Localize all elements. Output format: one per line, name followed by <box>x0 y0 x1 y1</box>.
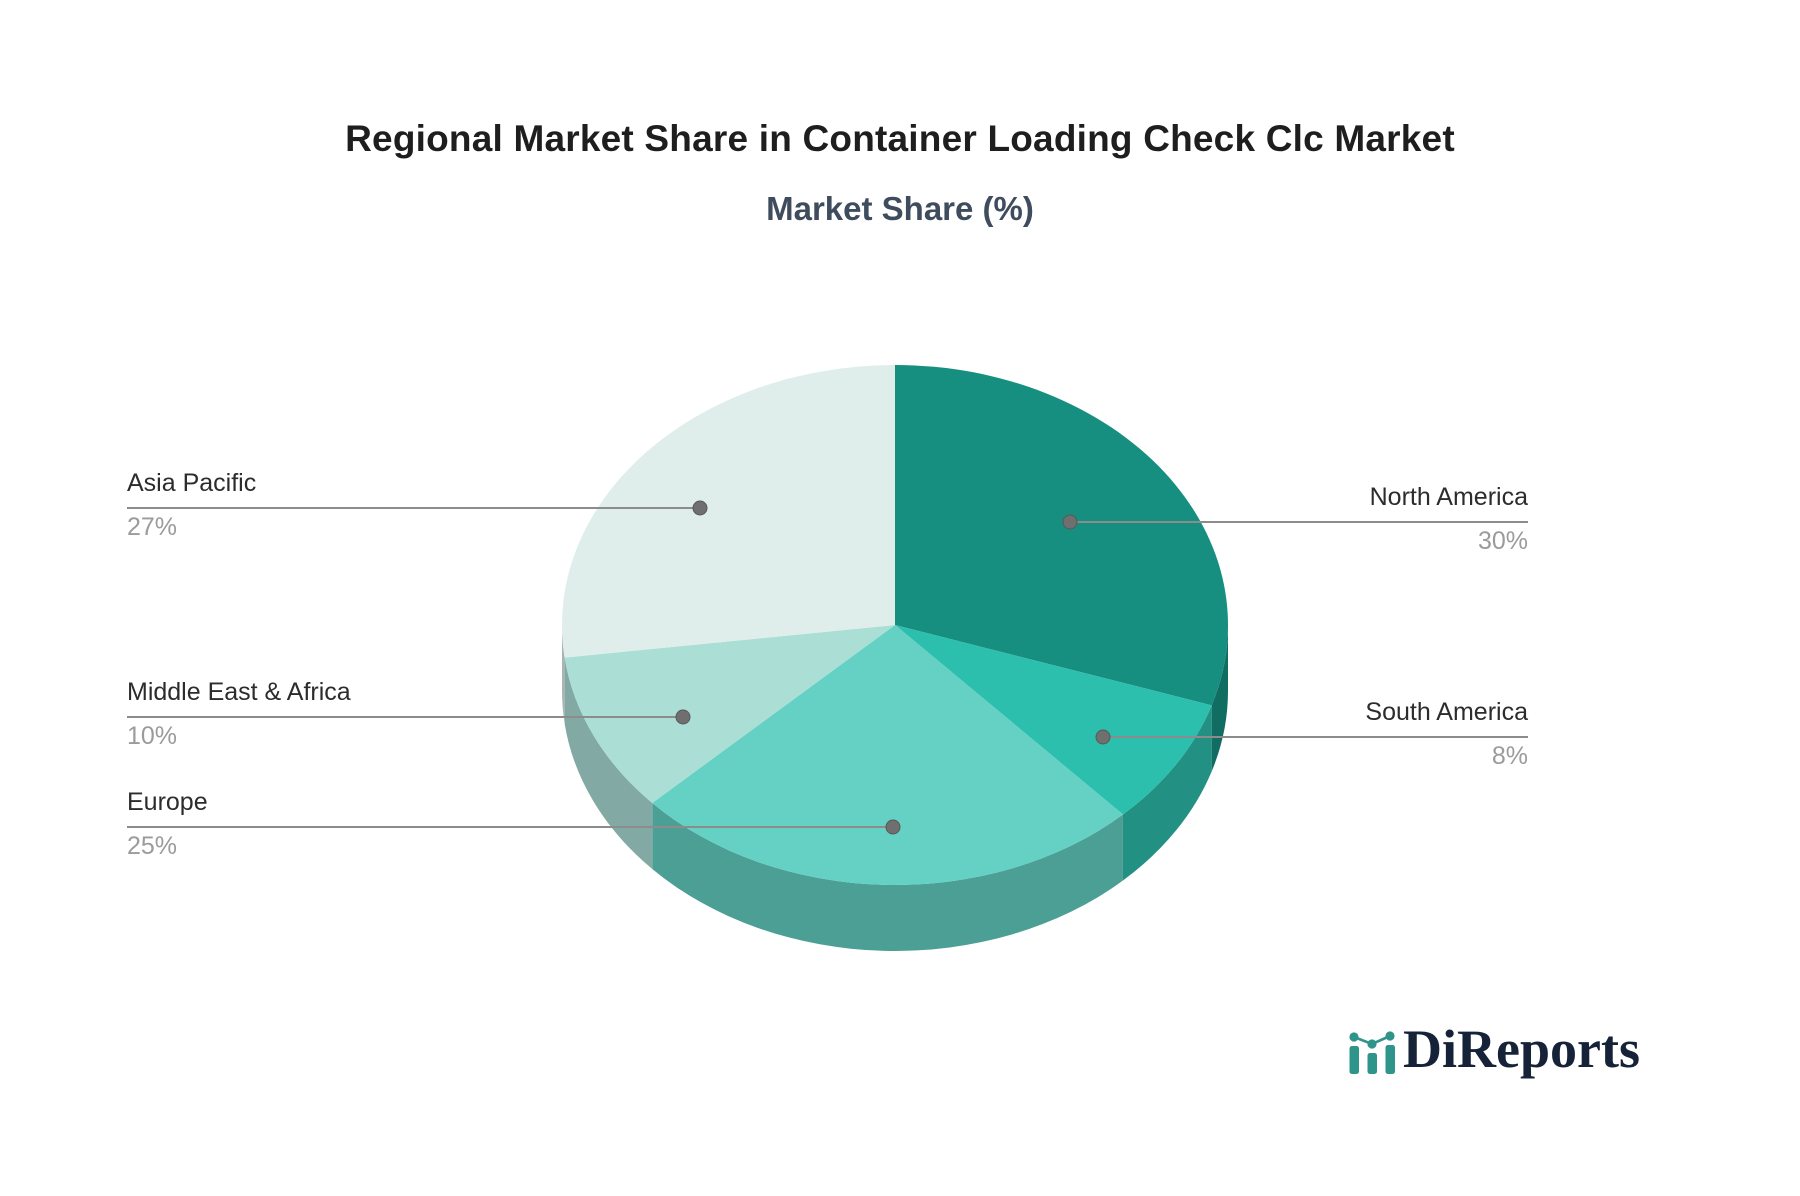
region-label: South America <box>1365 698 1528 726</box>
region-label: Europe <box>127 788 208 816</box>
leader-dot-middle-east-africa <box>675 709 691 725</box>
pie-slice-asia-pacific <box>562 365 895 658</box>
leader-dot-north-america <box>1062 514 1078 530</box>
pie-rim-asia-pacific <box>562 625 565 724</box>
pie-slice-middle-east-africa <box>564 625 895 803</box>
callout-middle-east-africa: Middle East & Africa 10% <box>127 680 351 749</box>
region-value: 30% <box>1477 527 1528 555</box>
pie-rim-north-america <box>1211 625 1228 772</box>
brand-logo: DiReports <box>1348 1019 1640 1079</box>
pie-rim-europe <box>652 802 1123 951</box>
pie-slice-south-america <box>895 625 1212 815</box>
chart-subtitle: Market Share (%) <box>766 190 1034 227</box>
callout-europe: Europe 25% <box>127 790 208 859</box>
leader-dot-europe <box>885 819 901 835</box>
region-value: 8% <box>1491 742 1528 770</box>
pie-rim-south-america <box>1122 705 1212 881</box>
callout-asia-pacific: Asia Pacific 27% <box>127 471 256 540</box>
bar-chart-logo-icon <box>1349 1030 1396 1074</box>
region-value: 25% <box>127 832 178 860</box>
callout-south-america: South America 8% <box>1365 700 1528 769</box>
pie-rim-middle-east-africa <box>564 657 653 869</box>
pie-slice-north-america <box>895 365 1228 706</box>
region-value: 10% <box>127 722 178 750</box>
pie-slice-europe <box>652 625 1123 885</box>
region-value: 27% <box>127 513 178 541</box>
region-label: Asia Pacific <box>127 469 257 497</box>
leader-dot-asia-pacific <box>692 500 708 516</box>
leader-dot-south-america <box>1095 729 1111 745</box>
region-label: Middle East & Africa <box>127 678 351 706</box>
brand-logo-text: DiReports <box>1403 1019 1640 1079</box>
chart-title: Regional Market Share in Container Loadi… <box>345 118 1455 159</box>
region-label: North America <box>1369 483 1528 511</box>
callout-north-america: North America 30% <box>1370 485 1528 554</box>
